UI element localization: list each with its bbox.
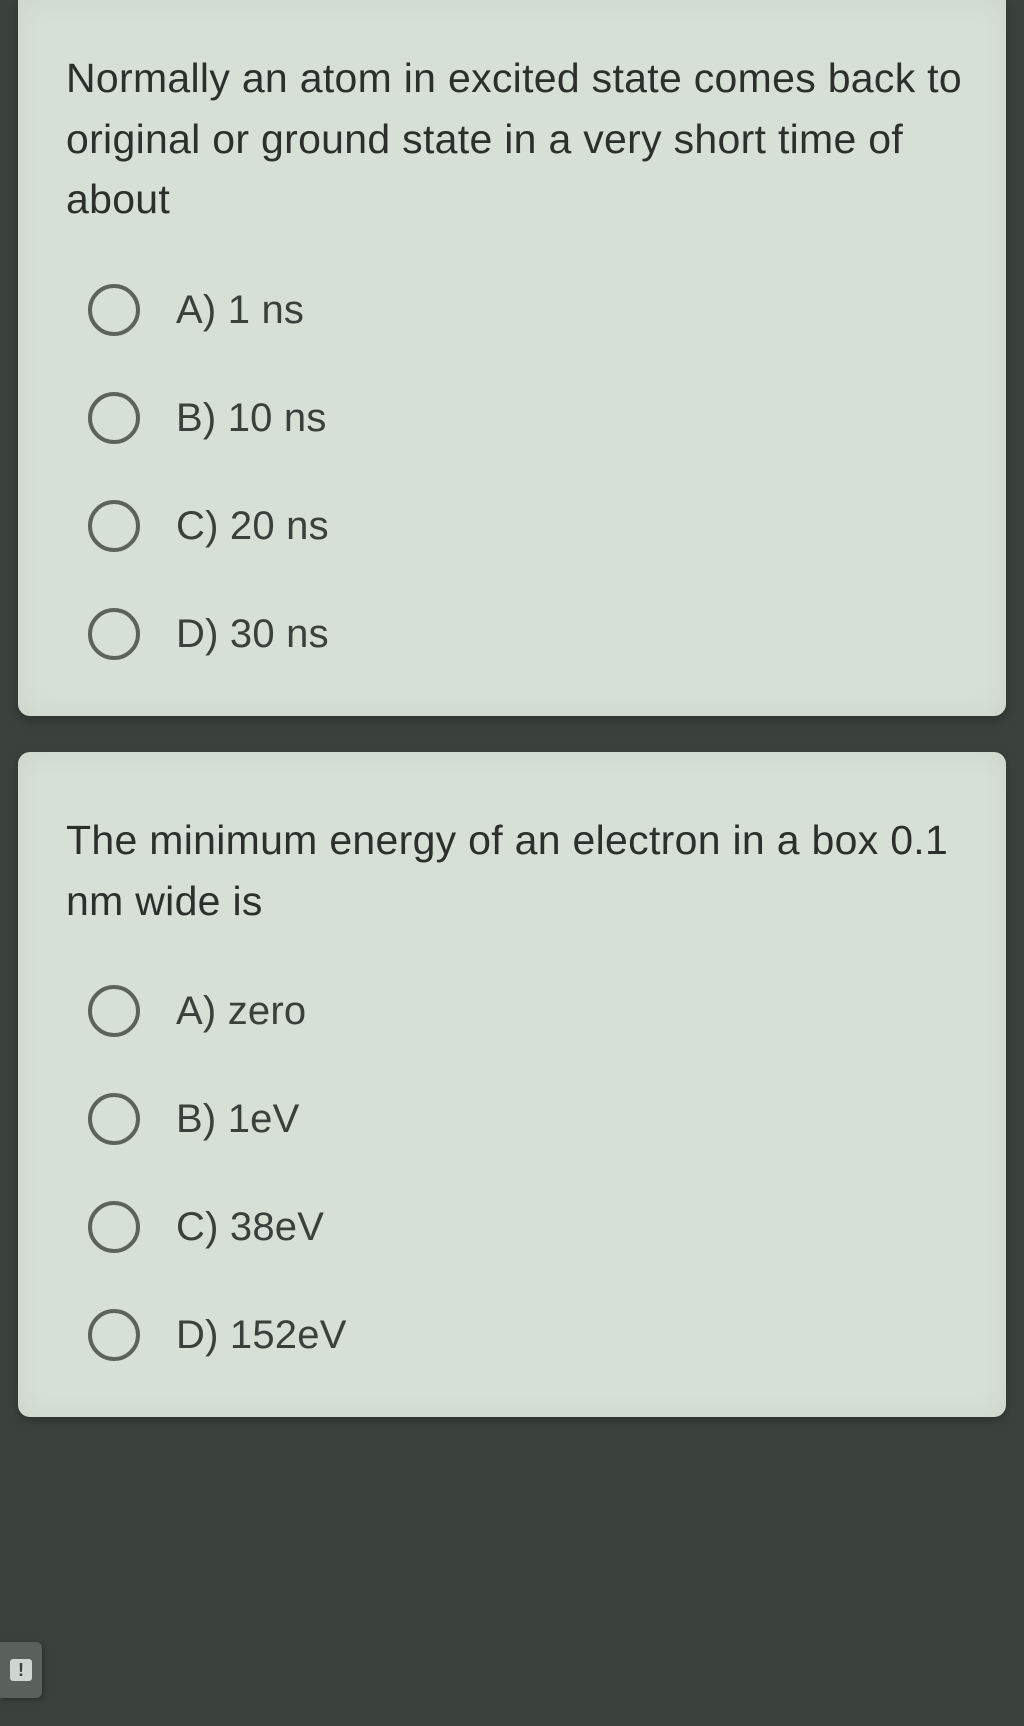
option-label: C) 20 ns [176, 504, 329, 549]
radio-icon [88, 1093, 140, 1145]
option-b[interactable]: B) 10 ns [88, 392, 962, 444]
option-b[interactable]: B) 1eV [88, 1093, 962, 1145]
option-c[interactable]: C) 38eV [88, 1201, 962, 1253]
alert-icon: ! [10, 1659, 32, 1681]
question-prompt: The minimum energy of an electron in a b… [66, 810, 962, 931]
option-label: D) 30 ns [176, 612, 329, 657]
option-label: B) 1eV [176, 1097, 300, 1142]
option-label: B) 10 ns [176, 396, 327, 441]
question-prompt: Normally an atom in excited state comes … [66, 48, 962, 230]
radio-icon [88, 500, 140, 552]
option-a[interactable]: A) 1 ns [88, 284, 962, 336]
option-label: D) 152eV [176, 1313, 347, 1358]
question-card: The minimum energy of an electron in a b… [18, 752, 1006, 1417]
radio-icon [88, 608, 140, 660]
option-label: A) 1 ns [176, 288, 304, 333]
quiz-viewport: Normally an atom in excited state comes … [0, 0, 1024, 1726]
feedback-tab[interactable]: ! [0, 1642, 42, 1698]
option-d[interactable]: D) 152eV [88, 1309, 962, 1361]
option-label: C) 38eV [176, 1205, 324, 1250]
radio-icon [88, 985, 140, 1037]
radio-icon [88, 1309, 140, 1361]
question-card: Normally an atom in excited state comes … [18, 0, 1006, 716]
option-c[interactable]: C) 20 ns [88, 500, 962, 552]
options-group: A) zero B) 1eV C) 38eV D) 152eV [66, 985, 962, 1361]
radio-icon [88, 284, 140, 336]
option-a[interactable]: A) zero [88, 985, 962, 1037]
radio-icon [88, 1201, 140, 1253]
options-group: A) 1 ns B) 10 ns C) 20 ns D) 30 ns [66, 284, 962, 660]
option-label: A) zero [176, 989, 306, 1034]
option-d[interactable]: D) 30 ns [88, 608, 962, 660]
radio-icon [88, 392, 140, 444]
